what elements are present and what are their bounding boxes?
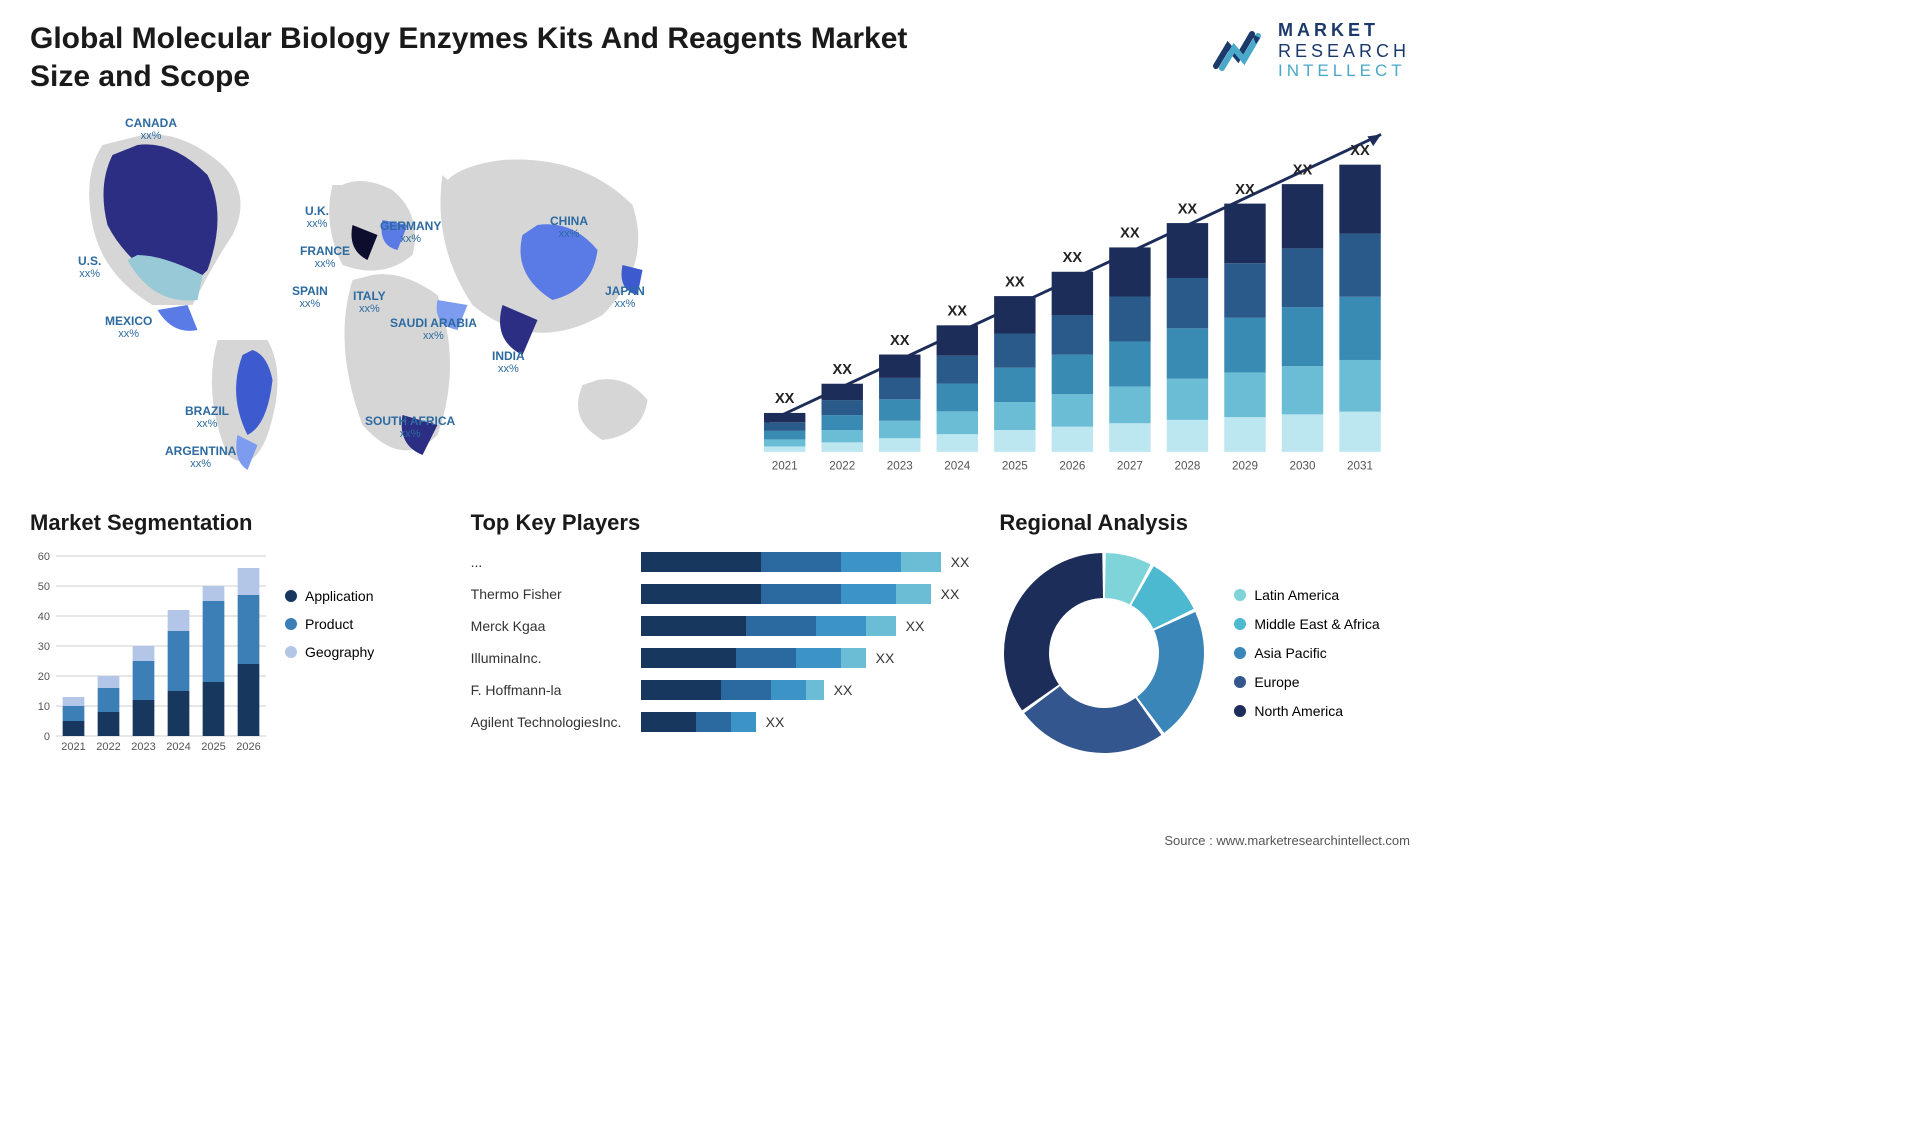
svg-text:XX: XX — [1235, 182, 1255, 198]
svg-text:2023: 2023 — [887, 459, 913, 472]
svg-text:40: 40 — [38, 611, 50, 623]
player-row: IlluminaInc. XX — [471, 644, 970, 672]
svg-text:50: 50 — [38, 581, 50, 593]
svg-text:2030: 2030 — [1290, 459, 1316, 472]
svg-text:2023: 2023 — [131, 741, 155, 753]
svg-text:2022: 2022 — [829, 459, 855, 472]
player-row: Thermo Fisher XX — [471, 580, 970, 608]
svg-text:60: 60 — [38, 551, 50, 563]
player-bar — [641, 552, 941, 572]
player-bar — [641, 616, 896, 636]
svg-text:2025: 2025 — [201, 741, 225, 753]
svg-text:XX: XX — [1120, 226, 1140, 242]
segmentation-legend: Application Product Geography — [285, 548, 374, 758]
svg-text:10: 10 — [38, 701, 50, 713]
regional-title: Regional Analysis — [999, 510, 1410, 536]
logo-line3: INTELLECT — [1278, 61, 1410, 81]
legend-item: Asia Pacific — [1234, 645, 1379, 661]
legend-item: Application — [285, 588, 374, 604]
map-label: FRANCExx% — [300, 245, 350, 270]
player-value: XX — [906, 618, 925, 634]
svg-text:XX: XX — [1063, 250, 1083, 266]
svg-text:2026: 2026 — [1059, 459, 1085, 472]
svg-text:XX: XX — [832, 362, 852, 378]
map-label: BRAZILxx% — [185, 405, 229, 430]
svg-text:XX: XX — [775, 391, 795, 407]
player-row: Merck Kgaa XX — [471, 612, 970, 640]
logo-line1: MARKET — [1278, 20, 1410, 41]
svg-text:2024: 2024 — [166, 741, 190, 753]
map-label: SAUDI ARABIAxx% — [390, 317, 477, 342]
svg-text:2021: 2021 — [772, 459, 798, 472]
svg-text:2021: 2021 — [61, 741, 85, 753]
player-row: Agilent TechnologiesInc. XX — [471, 708, 970, 736]
player-name: ... — [471, 554, 641, 570]
player-name: Merck Kgaa — [471, 618, 641, 634]
regional-donut — [999, 548, 1209, 758]
map-label: INDIAxx% — [492, 350, 525, 375]
segmentation-chart: 0 10 20 30 40 50 60 2021 2022 2023 2024 2025 2026 — [30, 548, 270, 758]
segmentation-title: Market Segmentation — [30, 510, 441, 536]
player-value: XX — [834, 682, 853, 698]
source-label: Source : www.marketresearchintellect.com — [1164, 833, 1410, 848]
svg-text:2028: 2028 — [1174, 459, 1200, 472]
legend-item: Europe — [1234, 674, 1379, 690]
player-bar — [641, 648, 866, 668]
map-label: ITALYxx% — [353, 290, 386, 315]
svg-text:0: 0 — [44, 731, 50, 743]
legend-item: Middle East & Africa — [1234, 616, 1379, 632]
map-label: ARGENTINAxx% — [165, 445, 236, 470]
svg-text:20: 20 — [38, 671, 50, 683]
world-map: CANADAxx% U.S.xx% MEXICOxx% BRAZILxx% ARGENT… — [30, 105, 695, 485]
player-bar — [641, 712, 756, 732]
map-label: JAPANxx% — [605, 285, 645, 310]
map-label: MEXICOxx% — [105, 315, 152, 340]
legend-item: Geography — [285, 644, 374, 660]
brand-logo: MARKET RESEARCH INTELLECT — [1212, 20, 1410, 81]
map-label: U.K.xx% — [305, 205, 329, 230]
svg-text:30: 30 — [38, 641, 50, 653]
svg-text:XX: XX — [1178, 201, 1198, 217]
svg-text:XX: XX — [890, 333, 910, 349]
map-label: CHINAxx% — [550, 215, 588, 240]
player-bar — [641, 680, 824, 700]
logo-icon — [1212, 26, 1268, 74]
svg-text:2027: 2027 — [1117, 459, 1143, 472]
player-name: F. Hoffmann-la — [471, 682, 641, 698]
player-name: IlluminaInc. — [471, 650, 641, 666]
legend-item: Latin America — [1234, 587, 1379, 603]
map-label: CANADAxx% — [125, 117, 177, 142]
player-value: XX — [876, 650, 895, 666]
svg-text:XX: XX — [1005, 274, 1025, 290]
svg-text:XX: XX — [948, 304, 968, 320]
players-chart: ...XXThermo FisherXXMerck KgaaXXIllumina… — [471, 548, 970, 736]
svg-text:2031: 2031 — [1347, 459, 1373, 472]
map-label: U.S.xx% — [78, 255, 101, 280]
legend-item: North America — [1234, 703, 1379, 719]
svg-text:2025: 2025 — [1002, 459, 1028, 472]
svg-text:2026: 2026 — [236, 741, 260, 753]
svg-text:2022: 2022 — [96, 741, 120, 753]
svg-text:2024: 2024 — [944, 459, 970, 472]
growth-chart: 2021 XX 2022 XX 2023 XX 2024 XX 2025 XX 2026 XX 2027… — [725, 105, 1410, 485]
player-name: Agilent TechnologiesInc. — [471, 714, 641, 730]
player-value: XX — [941, 586, 960, 602]
player-value: XX — [951, 554, 970, 570]
logo-line2: RESEARCH — [1278, 41, 1410, 62]
player-bar — [641, 584, 931, 604]
regional-legend: Latin America Middle East & Africa Asia Pa… — [1234, 587, 1379, 719]
map-label: GERMANYxx% — [380, 220, 441, 245]
legend-item: Product — [285, 616, 374, 632]
player-row: ... XX — [471, 548, 970, 576]
svg-text:XX: XX — [1293, 162, 1313, 178]
svg-text:2029: 2029 — [1232, 459, 1258, 472]
player-row: F. Hoffmann-la XX — [471, 676, 970, 704]
players-title: Top Key Players — [471, 510, 970, 536]
player-value: XX — [766, 714, 785, 730]
page-title: Global Molecular Biology Enzymes Kits An… — [30, 20, 930, 95]
player-name: Thermo Fisher — [471, 586, 641, 602]
map-label: SPAINxx% — [292, 285, 328, 310]
map-label: SOUTH AFRICAxx% — [365, 415, 455, 440]
svg-text:XX: XX — [1350, 143, 1370, 159]
